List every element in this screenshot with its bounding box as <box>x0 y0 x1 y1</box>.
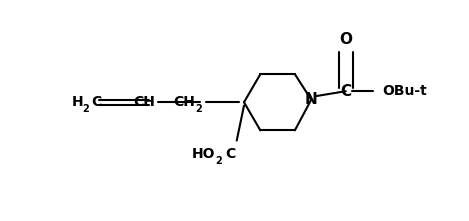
Text: 2: 2 <box>216 156 222 166</box>
Text: H: H <box>72 95 83 109</box>
Text: CH: CH <box>173 95 195 109</box>
Text: O: O <box>339 32 352 47</box>
Text: 2: 2 <box>83 104 89 114</box>
Text: C: C <box>225 147 235 161</box>
Text: C: C <box>91 95 102 109</box>
Text: OBu-t: OBu-t <box>382 84 427 98</box>
Text: 2: 2 <box>195 104 202 114</box>
Text: HO: HO <box>191 147 215 161</box>
Text: CH: CH <box>133 95 155 109</box>
Text: N: N <box>305 92 318 107</box>
Text: C: C <box>340 84 351 99</box>
